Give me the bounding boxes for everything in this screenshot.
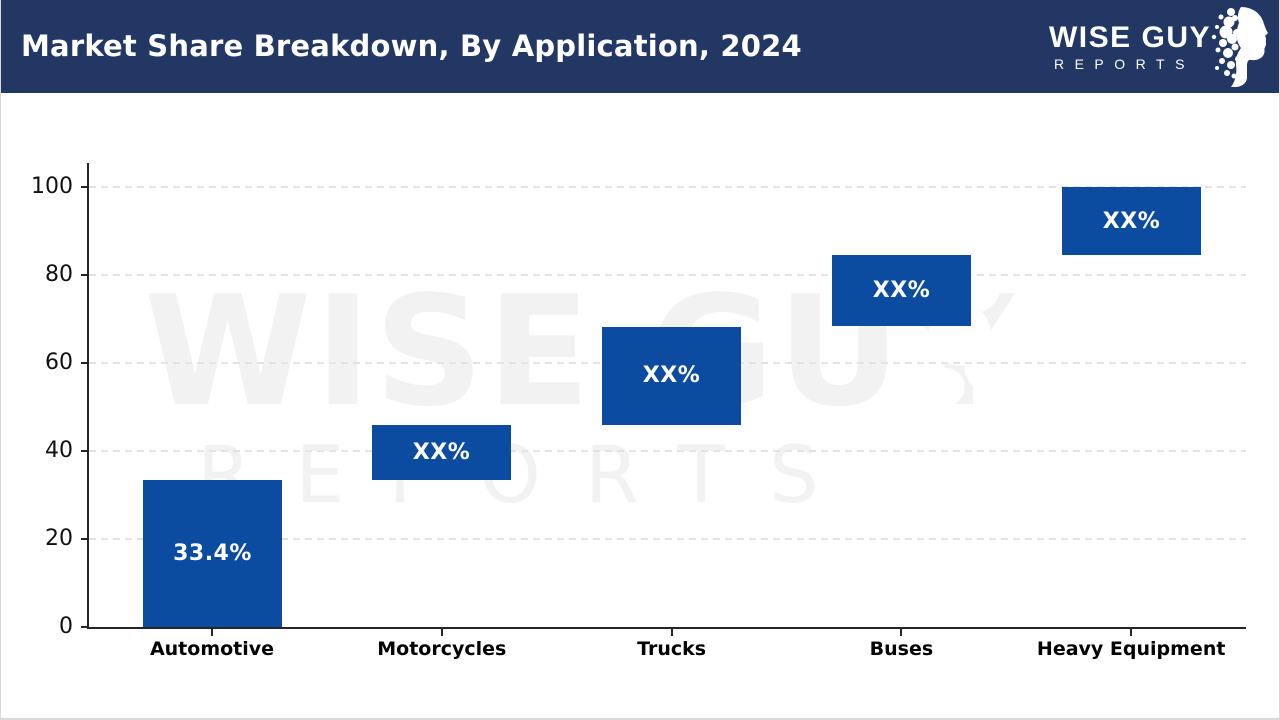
y-axis-line bbox=[87, 163, 89, 629]
x-axis-category-label: Heavy Equipment bbox=[1036, 638, 1226, 660]
gridline bbox=[89, 186, 1246, 188]
logo-text: WISE GUY REPORTS bbox=[1048, 21, 1211, 73]
bar-heavy-equipment: XX% bbox=[1062, 187, 1201, 256]
bar-trucks: XX% bbox=[602, 326, 741, 425]
x-axis-tick bbox=[900, 629, 903, 636]
y-axis-tick-label: 80 bbox=[45, 262, 73, 287]
y-axis-tick bbox=[81, 362, 89, 364]
bar-value-label: XX% bbox=[642, 363, 701, 389]
x-axis-tick bbox=[211, 629, 213, 636]
y-axis-tick-label: 20 bbox=[45, 526, 73, 551]
gridline bbox=[89, 274, 1246, 276]
y-axis-tick bbox=[81, 186, 89, 188]
bar-value-label: XX% bbox=[872, 278, 931, 304]
logo-wordmark: WISE GUY bbox=[1048, 21, 1211, 54]
x-axis-category-label: Trucks bbox=[637, 638, 707, 660]
gridline bbox=[89, 450, 1246, 452]
x-axis-tick bbox=[1130, 629, 1133, 636]
x-axis-category-label: Motorcycles bbox=[377, 638, 507, 660]
x-axis-line bbox=[87, 627, 1246, 629]
chart-area: WISE GUY REPORTS 0 20 40 60 80 100 33.4% Automo… bbox=[1, 93, 1279, 718]
y-axis-tick bbox=[81, 450, 89, 452]
page-title: Market Share Breakdown, By Application, … bbox=[21, 29, 802, 63]
y-axis-tick-label: 0 bbox=[59, 614, 73, 639]
bar-value-label: XX% bbox=[1102, 208, 1161, 234]
y-axis-tick-label: 100 bbox=[31, 174, 73, 199]
bar-motorcycles: XX% bbox=[372, 424, 511, 480]
x-axis-category-label: Automotive bbox=[149, 638, 275, 660]
x-axis-tick bbox=[440, 629, 443, 636]
x-axis-category-label: Buses bbox=[869, 638, 934, 660]
wise-guy-reports-logo: WISE GUY REPORTS bbox=[1049, 4, 1271, 90]
bar-buses: XX% bbox=[832, 255, 971, 327]
bar-value-label: 33.4% bbox=[173, 541, 252, 566]
bar-value-label: XX% bbox=[412, 439, 471, 465]
logo-subtitle: REPORTS bbox=[1053, 56, 1195, 72]
y-axis-tick-label: 60 bbox=[45, 350, 73, 375]
header-bar: Market Share Breakdown, By Application, … bbox=[1, 0, 1279, 93]
dotted-face-icon bbox=[1211, 7, 1268, 87]
bar-automotive: 33.4% bbox=[143, 480, 282, 627]
x-axis-tick bbox=[670, 629, 673, 636]
gridline bbox=[89, 538, 1246, 540]
y-axis-tick bbox=[81, 626, 89, 628]
y-axis-tick bbox=[81, 538, 89, 540]
y-axis-tick-label: 40 bbox=[45, 438, 73, 463]
y-axis-tick bbox=[81, 274, 89, 276]
